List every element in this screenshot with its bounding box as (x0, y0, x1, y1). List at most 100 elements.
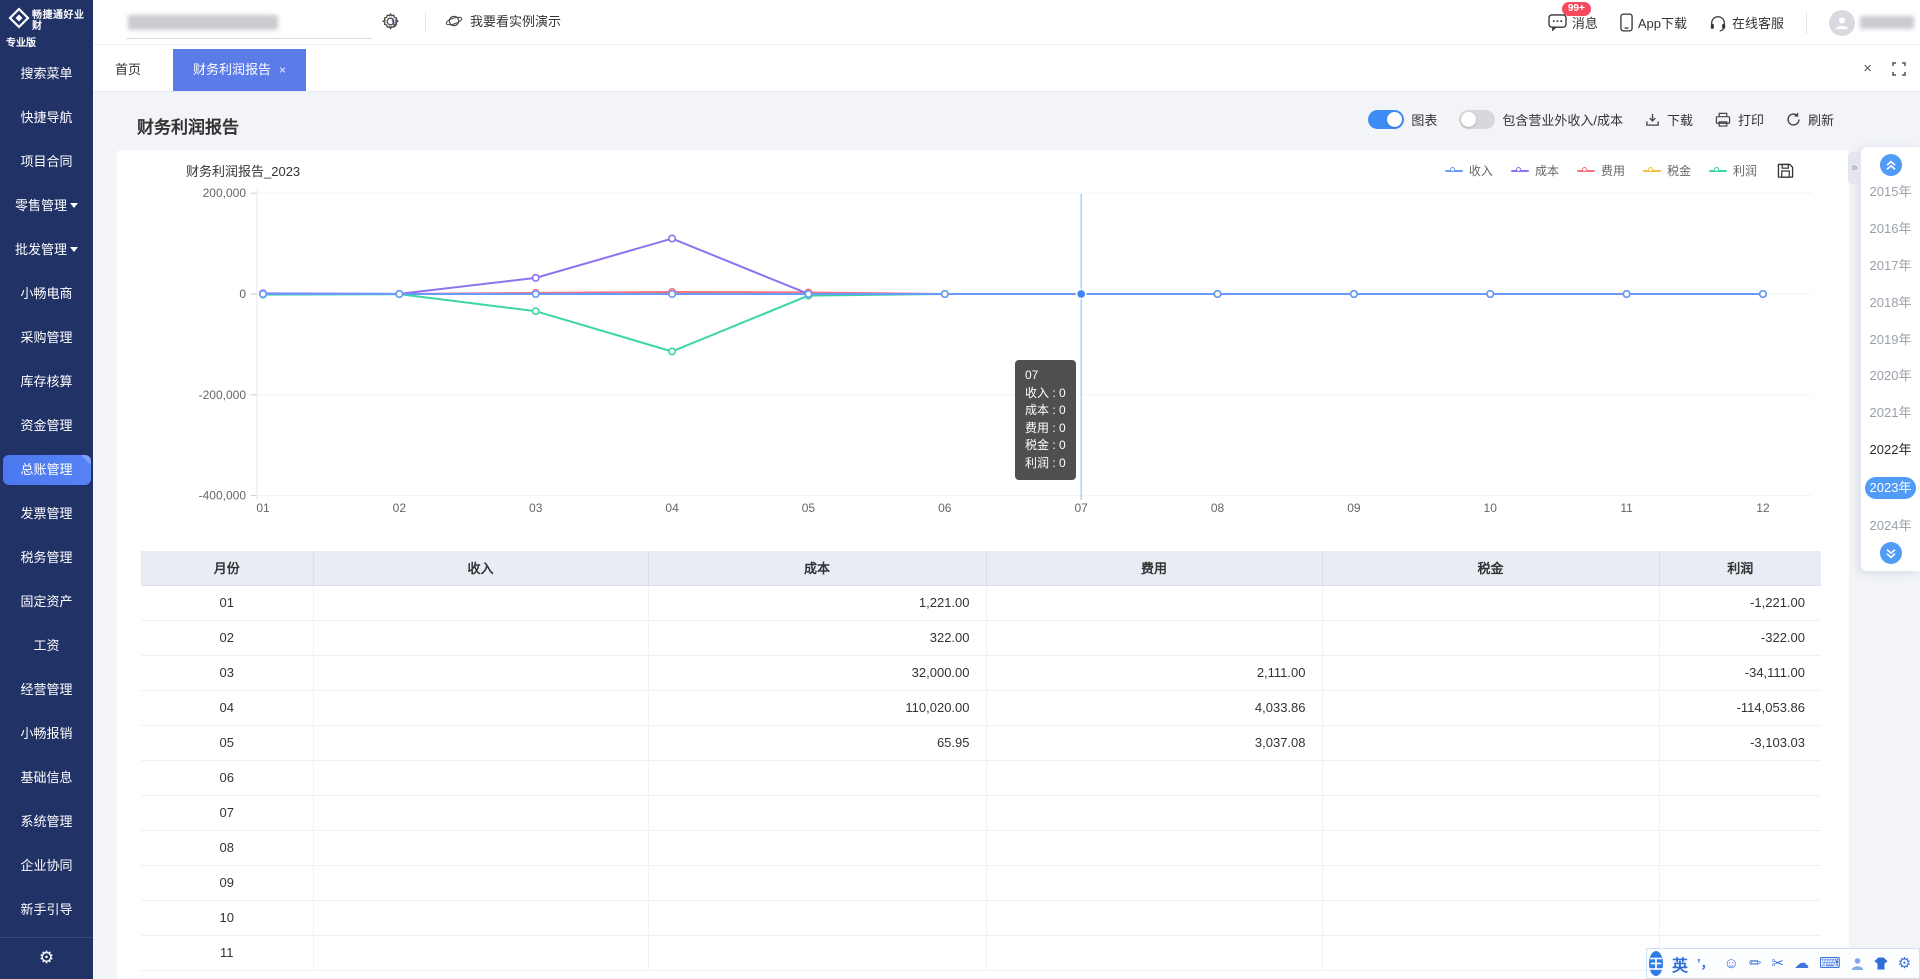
settings-icon[interactable]: ⚙ (1897, 955, 1912, 972)
sidebar-item-批发管理[interactable]: 批发管理 (0, 228, 93, 272)
company-select[interactable]: ∨ (126, 7, 400, 39)
sidebar-item-采购管理[interactable]: 采购管理 (0, 316, 93, 360)
year-scroll-up-button[interactable] (1879, 154, 1902, 176)
table-cell (1322, 795, 1660, 831)
legend-item-成本[interactable]: 成本 (1510, 162, 1559, 179)
tab-home[interactable]: 首页 (115, 62, 142, 77)
account-menu[interactable] (1829, 9, 1914, 36)
table-cell (986, 865, 1323, 901)
legend-item-税金[interactable]: 税金 (1642, 162, 1691, 179)
cloud-icon[interactable]: ☁ (1794, 955, 1810, 972)
sidebar-item-label: 发票管理 (20, 506, 73, 521)
profit-line-chart[interactable]: 200,000 0 -200,000 -400,000 01 02 03 04 05 06 07 08… (117, 150, 1849, 530)
sidebar-item-系统管理[interactable]: 系统管理 (0, 800, 93, 844)
sidebar-item-资金管理[interactable]: 资金管理 (0, 404, 93, 448)
ime-language-mode[interactable]: 英 (1672, 957, 1689, 975)
sidebar-item-经营管理[interactable]: 经营管理 (0, 668, 93, 712)
table-row: 08 (141, 830, 1821, 866)
fullscreen-icon[interactable] (1892, 61, 1906, 76)
sidebar-item-label: 总账管理 (20, 462, 73, 477)
table-row: 03 32,000.00 2,111.00 -34,111.00 (141, 655, 1821, 691)
year-item-2015年[interactable]: 2015年 (1869, 184, 1912, 199)
table-cell: 1,221.00 (648, 585, 987, 621)
year-item-2018年[interactable]: 2018年 (1869, 294, 1912, 310)
table-cell: 322.00 (648, 620, 987, 656)
year-item-2023年[interactable]: 2023年 (1864, 477, 1917, 499)
sidebar-item-零售管理[interactable]: 零售管理 (0, 184, 93, 228)
svg-text:10: 10 (1484, 501, 1498, 515)
emoji-icon[interactable]: ☺ (1723, 955, 1739, 972)
sidebar-item-项目合同[interactable]: 项目合同 (0, 140, 93, 184)
skin-icon[interactable] (1874, 957, 1888, 970)
demo-link[interactable]: 我要看实例演示 (445, 11, 561, 30)
table-cell (1322, 725, 1660, 761)
sidebar-item-税务管理[interactable]: 税务管理 (0, 536, 93, 580)
year-item-2020年[interactable]: 2020年 (1869, 368, 1912, 384)
svg-text:11: 11 (1620, 501, 1633, 515)
year-item-2024年[interactable]: 2024年 (1869, 517, 1912, 533)
table-cell: 08 (141, 830, 314, 866)
year-item-2017年[interactable]: 2017年 (1869, 257, 1912, 273)
table-cell: 07 (141, 795, 314, 831)
tab-profit-report[interactable]: 财务利润报告 × (173, 49, 307, 91)
year-panel-collapse-handle[interactable]: » (1848, 152, 1861, 184)
online-service-button[interactable]: 在线客服 (1709, 13, 1784, 32)
handwriting-icon[interactable]: ✏ (1748, 955, 1762, 972)
legend-item-收入[interactable]: 收入 (1444, 162, 1493, 179)
sidebar-item-快捷导航[interactable]: 快捷导航 (0, 96, 93, 140)
svg-text:08: 08 (1211, 501, 1225, 515)
refresh-button[interactable]: 刷新 (1786, 110, 1834, 129)
sidebar-item-总账管理[interactable]: 总账管理 (0, 448, 93, 492)
messages-button[interactable]: 99+ 消息 (1548, 2, 1598, 32)
refresh-icon (1787, 112, 1800, 126)
legend-item-利润[interactable]: 利润 (1708, 162, 1757, 179)
ime-logo[interactable]: 王 (1649, 951, 1663, 976)
sidebar-item-小畅电商[interactable]: 小畅电商 (0, 272, 93, 316)
table-row: 02 322.00 -322.00 (141, 620, 1821, 656)
save-chart-icon[interactable] (1777, 163, 1794, 179)
table-cell: 65.95 (648, 725, 987, 761)
topbar-divider (425, 12, 426, 33)
sidebar-item-企业协同[interactable]: 企业协同 (0, 844, 93, 888)
close-all-tabs-icon[interactable]: × (1863, 60, 1872, 77)
sidebar-item-工资[interactable]: 工资 (0, 624, 93, 668)
sidebar-settings-gear-icon[interactable]: ⚙ (0, 937, 93, 979)
sidebar-item-新手引导[interactable]: 新手引导 (0, 888, 93, 932)
year-item-2022年[interactable]: 2022年 (1869, 442, 1912, 458)
chart-toggle[interactable] (1368, 110, 1405, 129)
sidebar-item-label: 税务管理 (20, 550, 73, 565)
screenshot-icon[interactable]: ✂ (1771, 955, 1785, 972)
legend-item-费用[interactable]: 费用 (1576, 162, 1625, 179)
sidebar-item-发票管理[interactable]: 发票管理 (0, 492, 93, 536)
sidebar-item-基础信息[interactable]: 基础信息 (0, 756, 93, 800)
sidebar-item-小畅报销[interactable]: 小畅报销 (0, 712, 93, 756)
table-cell (1322, 690, 1660, 726)
person-icon[interactable] (1851, 957, 1864, 970)
year-scroll-down-button[interactable] (1879, 542, 1902, 564)
year-item-2016年[interactable]: 2016年 (1869, 220, 1912, 236)
sidebar-item-label: 资金管理 (20, 418, 73, 433)
sidebar-item-搜索菜单[interactable]: 搜索菜单 (0, 52, 93, 96)
include-nonoperating-toggle[interactable] (1459, 110, 1496, 129)
include-toggle-label: 包含营业外收入/成本 (1502, 113, 1623, 128)
company-name-redacted (128, 15, 278, 30)
sidebar: 畅捷通好业财 专业版 搜索菜单 快捷导航 项目合同 零售管理 批发管理 小畅电商 采购管理库… (0, 0, 93, 979)
tab-close-icon[interactable]: × (279, 63, 287, 77)
legend-marker-icon (1510, 166, 1529, 172)
app-download-button[interactable]: App下载 (1620, 13, 1687, 32)
year-item-2019年[interactable]: 2019年 (1869, 331, 1912, 347)
table-cell (1659, 900, 1821, 936)
download-button[interactable]: 下载 (1645, 110, 1693, 129)
sidebar-item-库存核算[interactable]: 库存核算 (0, 360, 93, 404)
sidebar-item-label: 小畅报销 (20, 726, 73, 741)
svg-text:07: 07 (1074, 501, 1088, 515)
year-item-2021年[interactable]: 2021年 (1869, 405, 1912, 421)
punctuation-icon[interactable]: ’， (1697, 956, 1714, 971)
sidebar-item-固定资产[interactable]: 固定资产 (0, 580, 93, 624)
keyboard-icon[interactable]: ⌨ (1819, 955, 1841, 972)
topbar-gear-icon[interactable] (381, 12, 400, 31)
sidebar-item-label: 项目合同 (20, 154, 73, 169)
table-cell (313, 690, 649, 726)
table-cell (986, 935, 1323, 971)
print-button[interactable]: 打印 (1715, 110, 1764, 129)
